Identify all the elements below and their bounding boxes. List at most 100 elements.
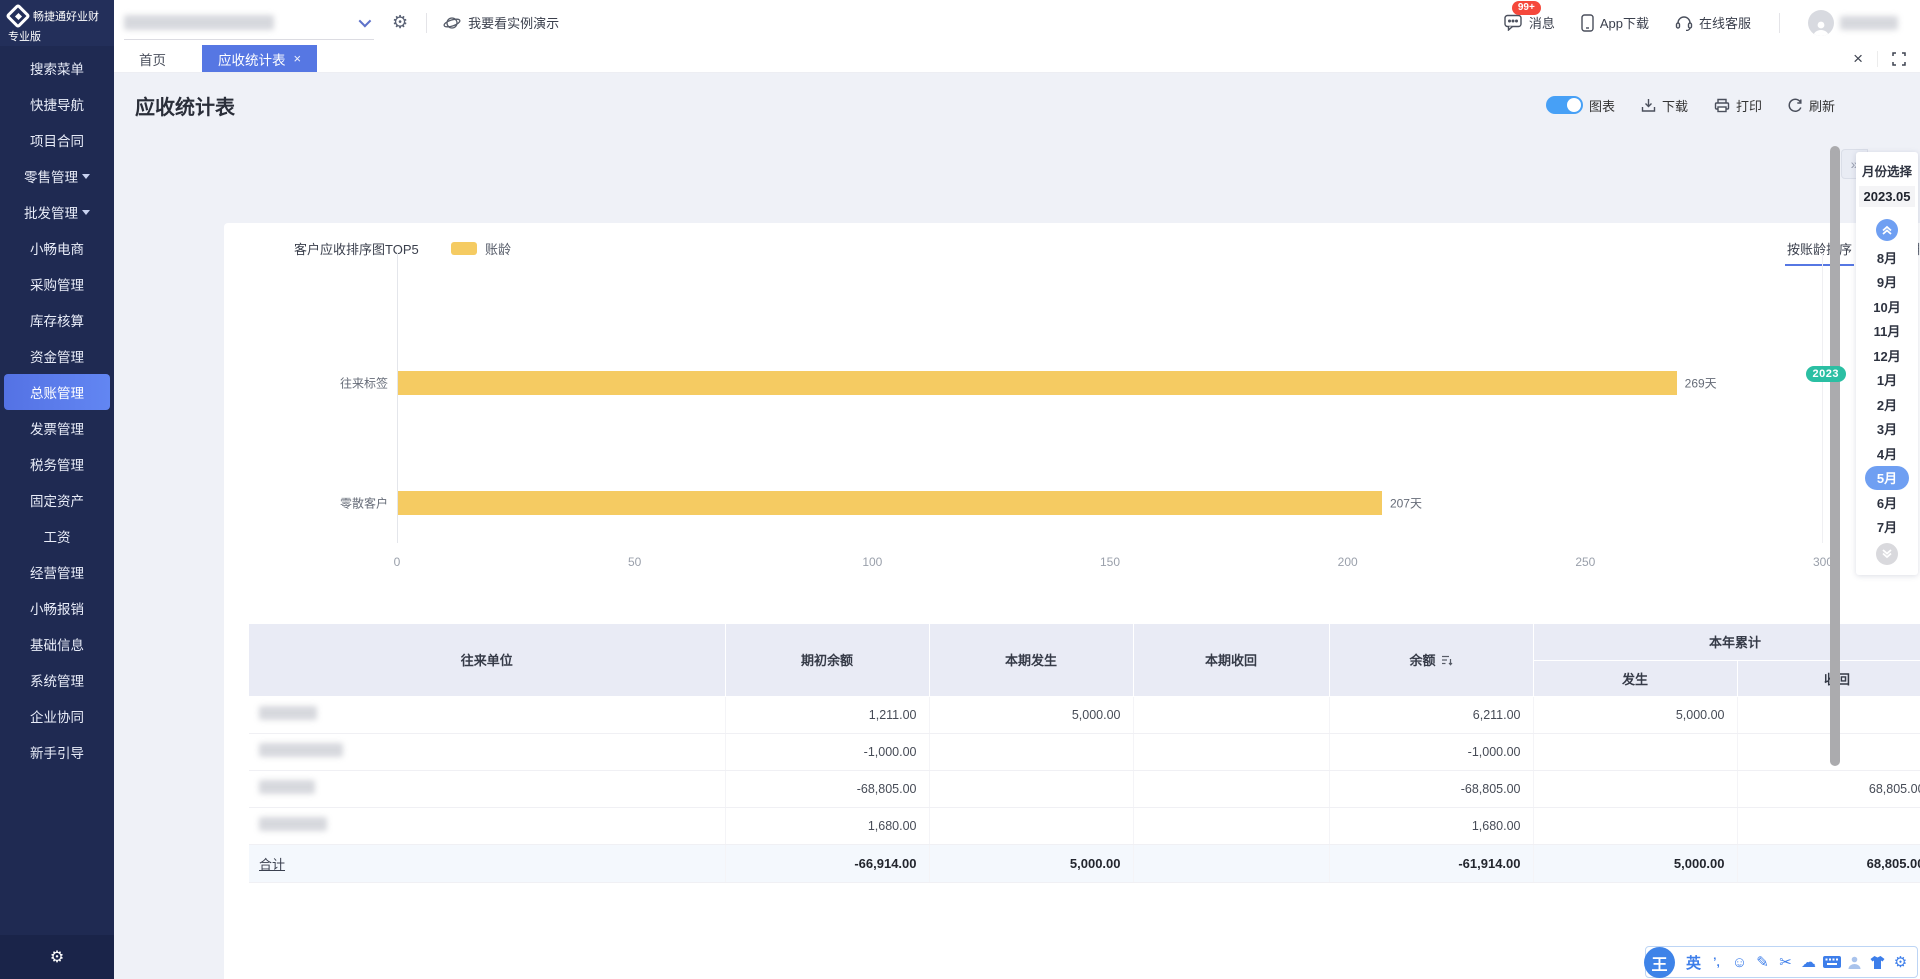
category-label: 往来标签	[339, 376, 388, 391]
col-header-ytd-incurred: 发生	[1533, 660, 1738, 697]
x-axis-ticks: 0 50 100 150 200 250 300	[394, 555, 1833, 571]
x-axis-tick: 200	[1337, 555, 1358, 569]
month-item[interactable]: 8月	[1876, 250, 1898, 266]
cloud-icon[interactable]: ☁	[1801, 954, 1816, 971]
x-axis-tick: 250	[1575, 555, 1596, 569]
month-item[interactable]: 4月	[1876, 446, 1898, 462]
sidebar-item-invoice-mgmt[interactable]: 发票管理	[30, 422, 84, 437]
sidebar-footer: ⚙	[0, 935, 114, 979]
table-row: 1,211.00 5,000.00 6,211.00 5,000.00	[249, 696, 1920, 734]
pencil-icon[interactable]: ✎	[1756, 954, 1769, 971]
sidebar-item-purchase-mgmt[interactable]: 采购管理	[30, 278, 84, 293]
brand-edition: 专业版	[8, 31, 41, 43]
bar-series-aging[interactable]	[398, 491, 1382, 515]
vertical-scrollbar[interactable]	[1830, 146, 1840, 766]
sidebar-item-xiaochang-ecommerce[interactable]: 小畅电商	[30, 242, 84, 257]
emoji-icon[interactable]: ☺	[1731, 953, 1748, 971]
partner-name-redacted	[249, 733, 726, 771]
sidebar-item-wholesale-mgmt[interactable]: 批发管理	[4, 194, 110, 230]
sidebar-item-quick-nav[interactable]: 快捷导航	[30, 98, 84, 113]
sort-filter-icon[interactable]	[1441, 654, 1453, 669]
settings-gear-icon[interactable]: ⚙	[49, 949, 65, 966]
divider	[1877, 50, 1878, 67]
sidebar-item-tax-mgmt[interactable]: 税务管理	[30, 458, 84, 473]
sidebar-item-funds-mgmt[interactable]: 资金管理	[30, 350, 84, 365]
bar-series-aging[interactable]	[398, 371, 1677, 395]
brand-logo-area: 畅捷通好业财 专业版	[0, 0, 114, 46]
month-item[interactable]: 9月	[1876, 275, 1898, 291]
x-axis-tick: 100	[862, 555, 883, 569]
online-support-button[interactable]: 在线客服	[1675, 13, 1751, 32]
fullscreen-icon[interactable]	[1892, 51, 1906, 66]
app-download-button[interactable]: App下载	[1581, 13, 1649, 32]
scroll-down-icon[interactable]	[1876, 543, 1898, 565]
sidebar-item-payroll[interactable]: 工资	[43, 530, 71, 545]
month-item[interactable]: 12月	[1873, 348, 1901, 364]
messages-button[interactable]: 99+ 消息	[1504, 1, 1555, 32]
demo-link[interactable]: 我要看实例演示	[443, 13, 559, 32]
phone-icon	[1581, 13, 1594, 32]
chart-toggle[interactable]: 图表	[1545, 96, 1615, 115]
sidebar-item-search-menu[interactable]: 搜索菜单	[30, 62, 84, 77]
month-item[interactable]: 3月	[1876, 422, 1898, 438]
col-header-partner: 往来单位	[249, 624, 726, 697]
month-item[interactable]: 7月	[1876, 520, 1898, 536]
sidebar-item-beginner-guide[interactable]: 新手引导	[30, 746, 84, 761]
close-all-tabs-icon[interactable]: ×	[1853, 48, 1863, 68]
brand-logo-icon	[5, 3, 31, 29]
print-button[interactable]: 打印	[1714, 96, 1762, 115]
month-item[interactable]: 2月	[1876, 397, 1898, 413]
year-badge: 2023	[1805, 366, 1846, 382]
month-panel-title: 月份选择	[1861, 165, 1912, 179]
refresh-icon	[1788, 98, 1802, 112]
month-item-selected[interactable]: 5月	[1865, 465, 1909, 490]
topbar-right: 99+ 消息 App下载 在线客服	[1504, 1, 1920, 36]
sidebar-item-base-info[interactable]: 基础信息	[30, 638, 84, 653]
download-button[interactable]: 下载	[1641, 96, 1688, 115]
y-axis-line	[397, 253, 398, 543]
sidebar-item-inventory-accounting[interactable]: 库存核算	[30, 314, 84, 329]
caret-down-icon	[82, 209, 90, 215]
input-method-bar: 王 英 ’, ☺ ✎ ✂ ☁ ⚙	[1644, 946, 1918, 978]
scroll-up-icon[interactable]	[1876, 219, 1898, 241]
tab-close-icon[interactable]: ×	[293, 51, 302, 66]
month-item[interactable]: 10月	[1873, 299, 1901, 315]
company-selector[interactable]	[124, 6, 374, 40]
col-header-balance: 余额	[1329, 624, 1534, 697]
sidebar-item-project-contract[interactable]: 项目合同	[30, 134, 84, 149]
month-item[interactable]: 1月	[1876, 373, 1898, 389]
sidebar-item-operations-mgmt[interactable]: 经营管理	[30, 566, 84, 581]
month-list: 8月 9月 10月 11月 12月 1月 2月 3月 4月 5月 6月 7月	[1856, 217, 1918, 569]
month-item[interactable]: 11月	[1873, 324, 1901, 340]
sidebar-item-retail-mgmt[interactable]: 零售管理	[4, 158, 110, 194]
sidebar-item-general-ledger[interactable]: 总账管理	[4, 374, 110, 410]
ime-english-mode[interactable]: 英	[1685, 954, 1701, 972]
toggle-switch-on[interactable]	[1545, 96, 1583, 114]
table-total-row: 合计 -66,914.00 5,000.00 -61,914.00 5,000.…	[249, 844, 1920, 883]
tab-home[interactable]: 首页	[139, 52, 166, 68]
sidebar-item-fixed-assets[interactable]: 固定资产	[30, 494, 84, 509]
planet-icon	[443, 16, 461, 29]
month-item[interactable]: 6月	[1876, 495, 1898, 511]
topbar-gear-icon[interactable]: ⚙	[392, 12, 409, 32]
refresh-button[interactable]: 刷新	[1788, 96, 1835, 115]
keyboard-icon[interactable]	[1820, 956, 1843, 968]
user-account[interactable]	[1808, 9, 1898, 36]
ime-punctuation[interactable]: ’,	[1713, 955, 1720, 969]
person-icon[interactable]	[1843, 956, 1866, 969]
sidebar-item-enterprise-collab[interactable]: 企业协同	[30, 710, 84, 725]
sidebar-item-xiaochang-expense[interactable]: 小畅报销	[30, 602, 84, 617]
ime-settings-gear-icon[interactable]: ⚙	[1893, 954, 1908, 971]
bar-value-label: 207天	[1389, 496, 1422, 511]
main-content: 应收统计表 图表 下载 打印	[114, 73, 1920, 979]
total-link[interactable]: 合计	[259, 856, 286, 872]
tab-receivable-statistics[interactable]: 应收统计表 ×	[202, 45, 318, 72]
ime-logo-icon[interactable]: 王	[1644, 947, 1675, 978]
category-label: 零散客户	[339, 496, 388, 511]
table-row: -68,805.00 -68,805.00 68,805.00	[249, 770, 1920, 808]
scissors-icon[interactable]: ✂	[1779, 954, 1792, 971]
partner-name-redacted	[249, 770, 726, 808]
skin-shirt-icon[interactable]	[1866, 955, 1889, 969]
sidebar-item-system-mgmt[interactable]: 系统管理	[30, 674, 84, 689]
username-redacted	[1840, 15, 1898, 30]
